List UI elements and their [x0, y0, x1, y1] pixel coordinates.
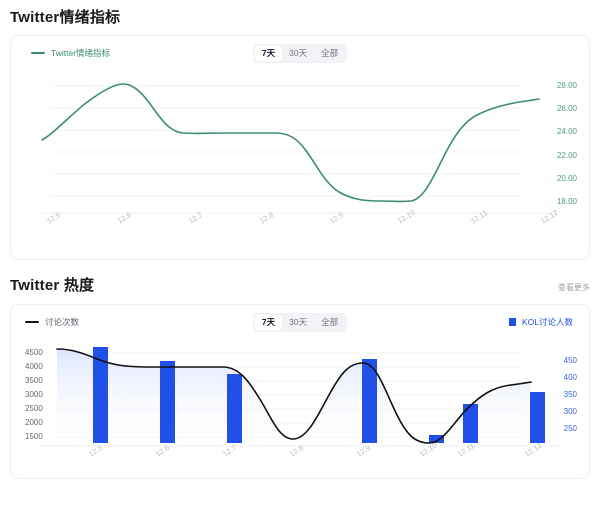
heat-chart-toolbar: 讨论次数 KOL讨论人数 7天 30天 全部	[11, 305, 589, 339]
sentiment-range-tabs[interactable]: 7天 30天 全部	[252, 44, 348, 63]
tab-all[interactable]: 全部	[321, 48, 339, 58]
bar	[463, 404, 478, 443]
heat-bars	[93, 347, 545, 443]
heat-x-axis: 12.5 12.6 12.7 12.8 12.9 12.10 12.11 12.…	[11, 441, 589, 481]
tab-30-days[interactable]: 30天	[289, 48, 308, 58]
bar	[530, 392, 545, 443]
tab-30-days[interactable]: 30天	[289, 317, 308, 327]
heat-area-fill	[57, 349, 531, 443]
line-marker-icon	[31, 52, 45, 54]
sentiment-line-chart	[37, 83, 556, 214]
grid-lines	[51, 85, 523, 197]
bar	[362, 359, 377, 443]
page-title: Twitter情绪指标	[10, 9, 121, 26]
heat-chart-card: 讨论次数 KOL讨论人数 7天 30天 全部	[10, 304, 590, 479]
heat-line-series	[56, 348, 532, 444]
heat-title: Twitter 热度	[10, 277, 95, 294]
sentiment-series-path	[41, 83, 540, 203]
heat-legend-discussions[interactable]: 讨论次数	[25, 316, 79, 328]
view-more-link[interactable]: 查看更多	[558, 283, 590, 292]
bar	[227, 374, 242, 443]
sentiment-legend-label: Twitter情绪指标	[51, 48, 111, 58]
sentiment-legend-item[interactable]: Twitter情绪指标	[31, 47, 110, 59]
heat-legend-kol[interactable]: KOL讨论人数	[508, 316, 573, 328]
heat-legend-left-label: 讨论次数	[45, 317, 80, 327]
bar-marker-icon	[508, 318, 516, 326]
tab-7-days[interactable]: 7天	[254, 46, 283, 61]
bar	[429, 435, 444, 443]
tab-7-days[interactable]: 7天	[254, 315, 283, 330]
bar	[160, 361, 175, 443]
heat-range-tabs[interactable]: 7天 30天 全部	[252, 313, 348, 332]
tab-all[interactable]: 全部	[321, 317, 339, 327]
sentiment-chart-card: Twitter情绪指标 7天 30天 全部	[10, 35, 590, 260]
sentiment-plot: 28.00 26.00 24.00 22.00 20.00 18.00 12.5…	[11, 70, 589, 226]
line-marker-icon	[25, 321, 39, 323]
sentiment-chart-toolbar: Twitter情绪指标 7天 30天 全部	[11, 36, 589, 70]
bar	[93, 347, 108, 443]
sentiment-section-header: Twitter情绪指标	[0, 0, 600, 35]
heat-combo-chart	[41, 347, 559, 447]
heat-legend-right-label: KOL讨论人数	[521, 317, 573, 327]
heat-plot: 4500 4000 3500 3000 2500 2000 1500 450 4…	[11, 339, 589, 459]
heat-section-header: Twitter 热度 查看更多	[0, 260, 600, 304]
